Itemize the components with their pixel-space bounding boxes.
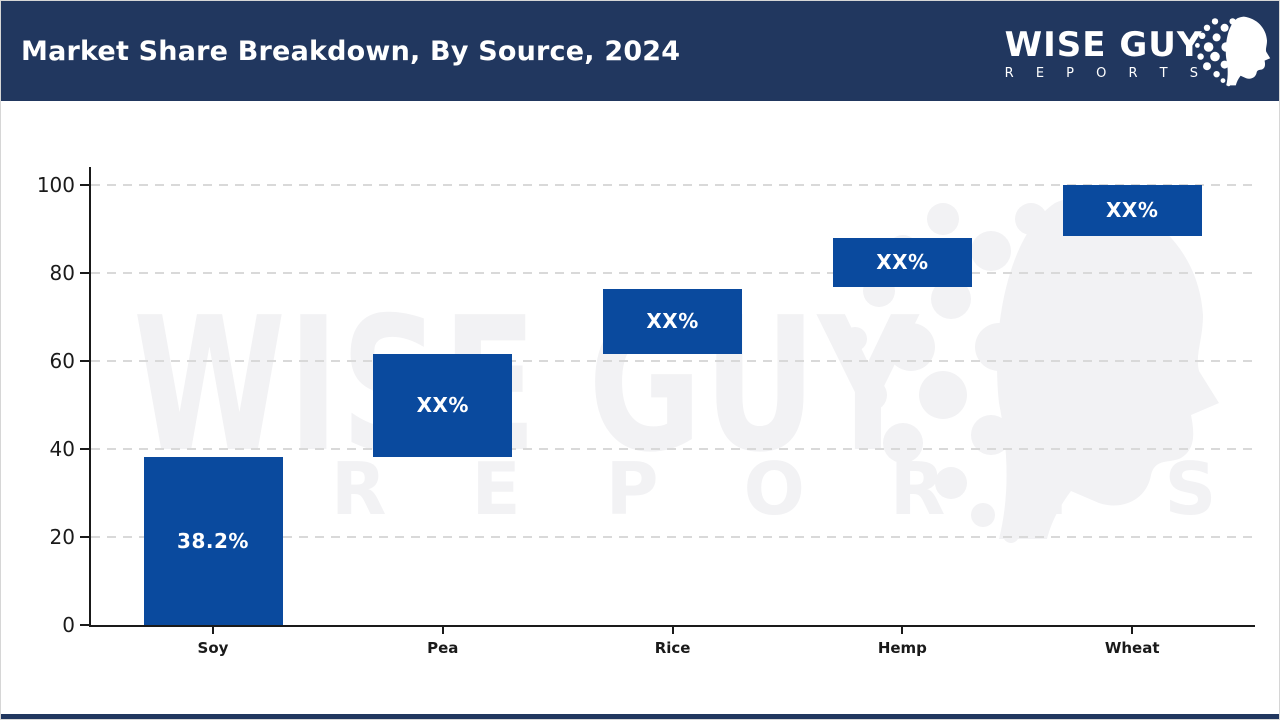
chart-title: Market Share Breakdown, By Source, 2024 (21, 35, 681, 67)
logo-text: WISE GUY R E P O R T S (1004, 24, 1207, 82)
bar-pea: XX% (373, 353, 513, 457)
x-tick-rice (671, 627, 674, 634)
y-tick-40 (80, 447, 89, 450)
x-tick-label-hemp: Hemp (877, 639, 927, 657)
y-tick-label: 60 (49, 348, 75, 373)
y-tick-100 (80, 183, 89, 186)
y-tick-60 (80, 359, 89, 362)
x-tick-label-pea: Pea (427, 639, 459, 657)
gridline-60 (91, 359, 1255, 362)
gridline-40 (91, 447, 1255, 450)
y-tick-label: 0 (62, 613, 75, 637)
x-tick-label-rice: Rice (654, 639, 691, 657)
logo-face-icon (1191, 9, 1271, 93)
bar-wheat: XX% (1062, 184, 1202, 236)
y-tick-80 (80, 271, 89, 274)
bar-hemp: XX% (832, 237, 972, 287)
y-tick-label: 40 (49, 436, 75, 461)
gridline-100 (91, 183, 1255, 186)
gridline-20 (91, 535, 1255, 538)
gridline-80 (91, 271, 1255, 274)
brand-logo: WISE GUY R E P O R T S (1005, 9, 1271, 93)
x-tick-label-soy: Soy (197, 639, 229, 657)
x-tick-pea (441, 627, 444, 634)
y-tick-label: 20 (49, 524, 75, 549)
bar-label-wheat: XX% (1105, 198, 1159, 223)
plot-area: 0 20 40 60 80 100 Soy Pea Rice Hemp Wheat 38.2% XX% X… (37, 167, 1255, 657)
y-tick-label: 80 (49, 260, 75, 285)
bar-label-soy: 38.2% (177, 528, 249, 553)
x-tick-soy (212, 627, 214, 634)
footer-bar (1, 714, 1279, 719)
x-tick-hemp (901, 627, 904, 634)
bar-soy: 38.2% (143, 456, 283, 625)
bar-label-hemp: XX% (876, 250, 929, 275)
header-bar: Market Share Breakdown, By Source, 2024 … (1, 1, 1279, 101)
logo-wordmark: WISE GUY (1004, 24, 1203, 65)
y-tick-0 (80, 624, 89, 626)
x-tick-label-wheat: Wheat (1104, 639, 1160, 657)
y-tick-label: 100 (36, 172, 75, 197)
bar-rice: XX% (603, 288, 743, 354)
bar-label-rice: XX% (646, 309, 699, 334)
watermark-wordmark: WISE GUY (133, 277, 920, 493)
y-tick-20 (80, 535, 89, 538)
x-tick-wheat (1131, 627, 1134, 634)
logo-subtext: R E P O R T S (1004, 66, 1207, 82)
bar-label-pea: XX% (416, 393, 469, 418)
